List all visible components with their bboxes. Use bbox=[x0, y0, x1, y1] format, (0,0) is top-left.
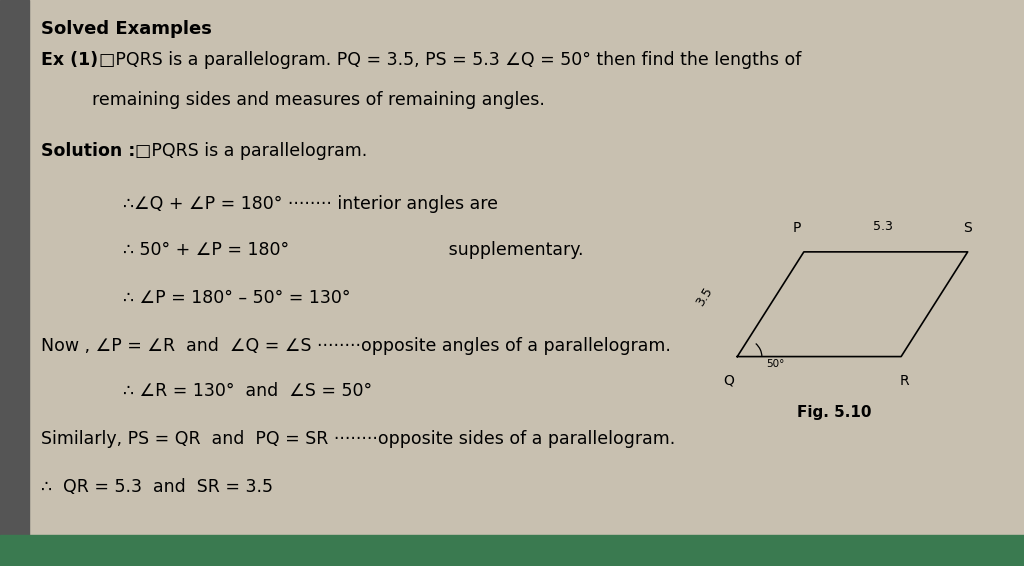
Text: ∴  QR = 5.3  and  SR = 3.5: ∴ QR = 5.3 and SR = 3.5 bbox=[41, 478, 273, 496]
Text: R: R bbox=[899, 374, 909, 388]
Text: Similarly, PS = QR  and  PQ = SR ········opposite sides of a parallelogram.: Similarly, PS = QR and PQ = SR ········o… bbox=[41, 430, 675, 448]
Text: remaining sides and measures of remaining angles.: remaining sides and measures of remainin… bbox=[92, 91, 545, 109]
Text: S: S bbox=[964, 221, 972, 235]
Bar bbox=[0, 0, 29, 566]
Text: P: P bbox=[793, 221, 801, 235]
Text: Fig. 5.10: Fig. 5.10 bbox=[798, 405, 871, 420]
Text: ∴ ∠R = 130°  and  ∠S = 50°: ∴ ∠R = 130° and ∠S = 50° bbox=[123, 382, 372, 400]
Text: Solution :: Solution : bbox=[41, 142, 141, 160]
Bar bbox=[0, 535, 1024, 566]
Text: □PQRS is a parallelogram.: □PQRS is a parallelogram. bbox=[135, 142, 368, 160]
Text: 3.5: 3.5 bbox=[693, 285, 715, 309]
Text: Q: Q bbox=[724, 374, 734, 388]
Text: 50°: 50° bbox=[766, 359, 784, 370]
Text: Ex (1): Ex (1) bbox=[41, 51, 98, 69]
Text: 5.3: 5.3 bbox=[872, 220, 893, 233]
Text: Solved Examples: Solved Examples bbox=[41, 20, 212, 38]
Text: ∴ ∠P = 180° – 50° = 130°: ∴ ∠P = 180° – 50° = 130° bbox=[123, 289, 350, 307]
Text: □PQRS is a parallelogram. PQ = 3.5, PS = 5.3 ∠Q = 50° then find the lengths of: □PQRS is a parallelogram. PQ = 3.5, PS =… bbox=[99, 51, 802, 69]
Text: Now , ∠P = ∠R  and  ∠Q = ∠S ········opposite angles of a parallelogram.: Now , ∠P = ∠R and ∠Q = ∠S ········opposi… bbox=[41, 337, 671, 355]
Text: ∴ 50° + ∠P = 180°                             supplementary.: ∴ 50° + ∠P = 180° supplementary. bbox=[123, 241, 584, 259]
Text: ∴∠Q + ∠P = 180° ········ interior angles are: ∴∠Q + ∠P = 180° ········ interior angles… bbox=[123, 195, 498, 213]
